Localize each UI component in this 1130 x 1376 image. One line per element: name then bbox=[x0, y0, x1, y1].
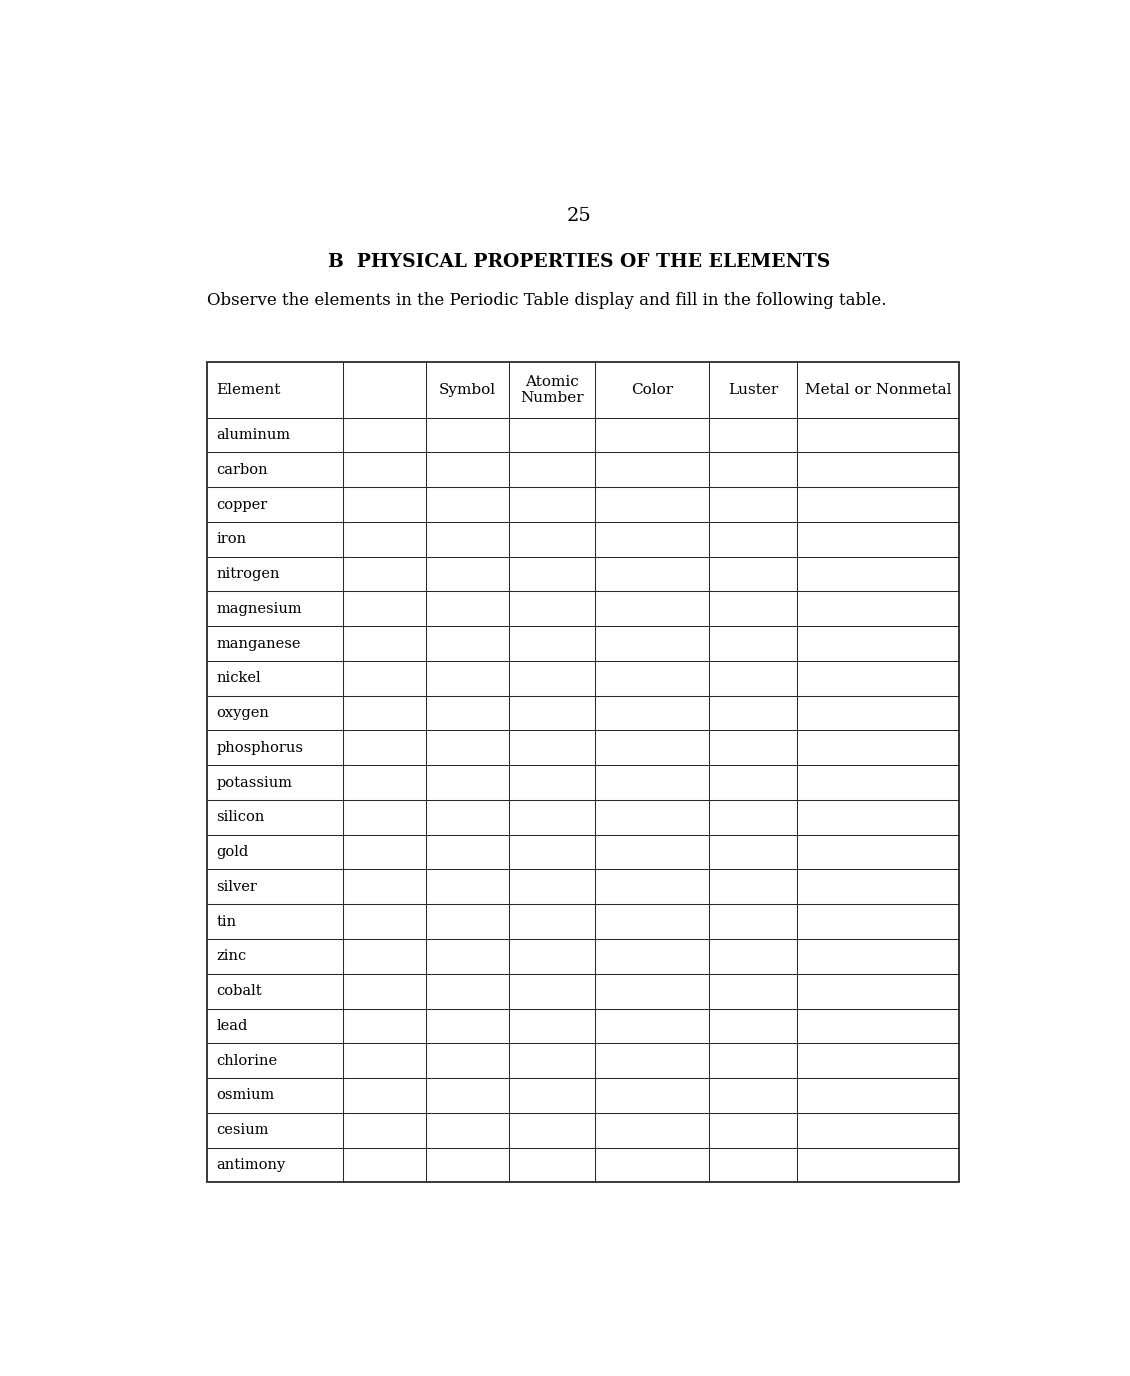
Text: cesium: cesium bbox=[217, 1123, 269, 1137]
Text: tin: tin bbox=[217, 915, 236, 929]
Text: oxygen: oxygen bbox=[217, 706, 269, 720]
Text: manganese: manganese bbox=[217, 637, 301, 651]
Text: osmium: osmium bbox=[217, 1088, 275, 1102]
Text: nitrogen: nitrogen bbox=[217, 567, 280, 581]
Text: chlorine: chlorine bbox=[217, 1054, 278, 1068]
Text: gold: gold bbox=[217, 845, 249, 859]
Text: zinc: zinc bbox=[217, 949, 246, 963]
Text: potassium: potassium bbox=[217, 776, 293, 790]
Text: Atomic
Number: Atomic Number bbox=[521, 374, 584, 405]
Text: lead: lead bbox=[217, 1018, 247, 1033]
Bar bbox=[207, 362, 959, 1182]
Text: magnesium: magnesium bbox=[217, 601, 302, 616]
Text: iron: iron bbox=[217, 533, 246, 546]
Text: Luster: Luster bbox=[728, 383, 779, 396]
Text: Observe the elements in the Periodic Table display and fill in the following tab: Observe the elements in the Periodic Tab… bbox=[207, 292, 887, 310]
Text: antimony: antimony bbox=[217, 1159, 286, 1172]
Text: aluminum: aluminum bbox=[217, 428, 290, 442]
Text: phosphorus: phosphorus bbox=[217, 740, 304, 755]
Text: silicon: silicon bbox=[217, 810, 264, 824]
Text: carbon: carbon bbox=[217, 462, 268, 477]
Text: nickel: nickel bbox=[217, 671, 261, 685]
Text: 25: 25 bbox=[567, 206, 591, 224]
Text: Metal or Nonmetal: Metal or Nonmetal bbox=[805, 383, 951, 396]
Text: Symbol: Symbol bbox=[440, 383, 496, 396]
Text: cobalt: cobalt bbox=[217, 984, 262, 998]
Text: Color: Color bbox=[632, 383, 673, 396]
Text: silver: silver bbox=[217, 879, 258, 894]
Text: copper: copper bbox=[217, 498, 268, 512]
Text: B  PHYSICAL PROPERTIES OF THE ELEMENTS: B PHYSICAL PROPERTIES OF THE ELEMENTS bbox=[328, 253, 831, 271]
Text: Element: Element bbox=[217, 383, 280, 396]
